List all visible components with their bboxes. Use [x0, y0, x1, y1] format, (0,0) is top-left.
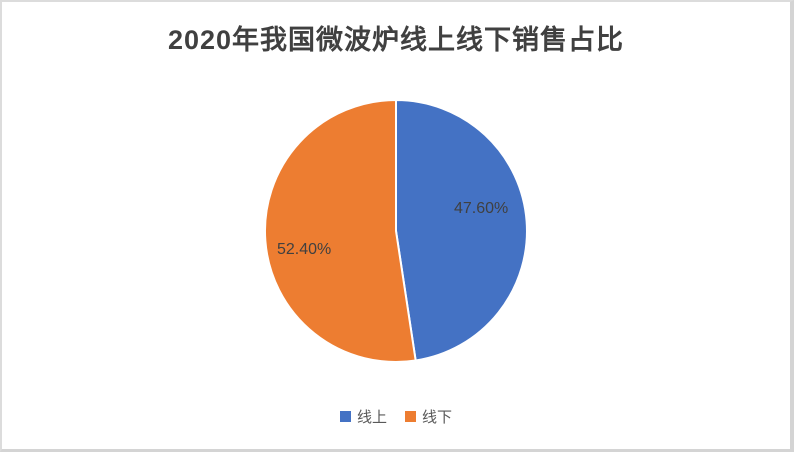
data-label-online: 47.60% [454, 200, 509, 217]
pie-slice-offline [263, 99, 417, 363]
pie-svg [263, 99, 528, 363]
legend-swatch-offline-icon [405, 410, 416, 422]
legend: 线上 线下 [2, 405, 790, 427]
chart-title: 2020年我国微波炉线上线下销售占比 [167, 25, 625, 55]
legend-swatch-online-icon [339, 410, 351, 422]
data-label-offline: 52.40% [277, 241, 332, 258]
legend-item-online: 线上 [339, 406, 387, 427]
pie-slice-online [395, 99, 528, 362]
pie-chart: 47.60% 52.40% [263, 98, 529, 364]
legend-item-offline: 线下 [405, 406, 452, 427]
legend-label-offline: 线下 [422, 408, 453, 426]
legend-label-online: 线上 [356, 408, 387, 426]
